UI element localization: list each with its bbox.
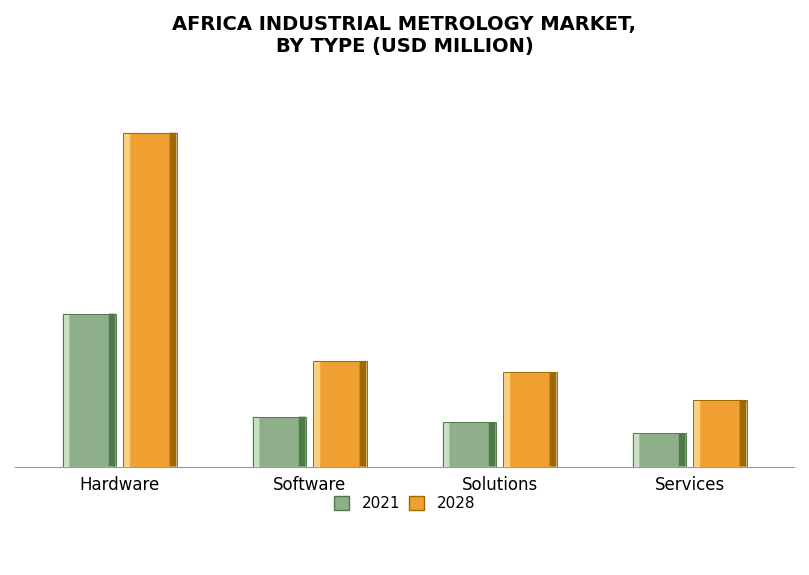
Polygon shape <box>123 133 130 467</box>
Bar <box>510 372 549 467</box>
Polygon shape <box>693 400 701 467</box>
Polygon shape <box>503 372 510 467</box>
Polygon shape <box>359 361 366 467</box>
Polygon shape <box>252 417 260 467</box>
Polygon shape <box>679 434 686 467</box>
Legend: 2021, 2028: 2021, 2028 <box>328 490 481 518</box>
Polygon shape <box>739 400 747 467</box>
Bar <box>130 133 170 467</box>
Bar <box>260 417 299 467</box>
Bar <box>70 313 108 467</box>
Title: AFRICA INDUSTRIAL METROLOGY MARKET,
BY TYPE (USD MILLION): AFRICA INDUSTRIAL METROLOGY MARKET, BY T… <box>172 15 637 56</box>
Polygon shape <box>170 133 176 467</box>
Polygon shape <box>489 422 496 467</box>
Bar <box>320 361 359 467</box>
Polygon shape <box>62 313 70 467</box>
Polygon shape <box>633 434 639 467</box>
Polygon shape <box>299 417 306 467</box>
Polygon shape <box>108 313 116 467</box>
Bar <box>639 434 679 467</box>
Polygon shape <box>313 361 320 467</box>
Polygon shape <box>549 372 557 467</box>
Polygon shape <box>443 422 450 467</box>
Bar <box>450 422 489 467</box>
Bar <box>701 400 739 467</box>
